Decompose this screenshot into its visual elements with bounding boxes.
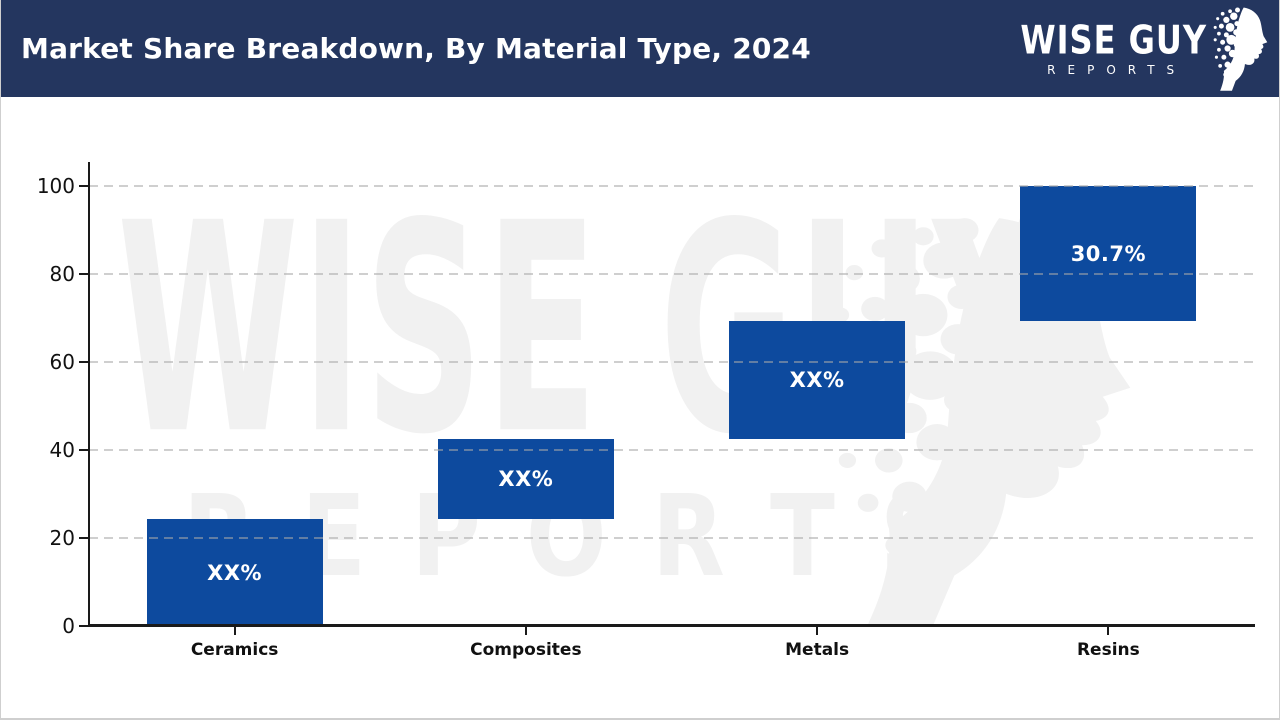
x-axis-tick-3 xyxy=(1107,627,1110,635)
gridline-40 xyxy=(89,449,1254,451)
bar-value-label: XX% xyxy=(207,560,263,585)
brand-subtitle: REPORTS xyxy=(1047,62,1187,77)
header: Market Share Breakdown, By Material Type… xyxy=(1,0,1279,97)
x-category-label: Resins xyxy=(1076,640,1140,660)
bar-ceramics: XX% xyxy=(146,519,323,626)
y-tick-label-100: 100 xyxy=(36,174,75,198)
gridline-80 xyxy=(89,273,1254,275)
x-axis-tick-0 xyxy=(233,627,236,635)
bar-value-label: XX% xyxy=(498,466,554,491)
y-axis-tick-0 xyxy=(79,625,89,627)
y-axis-tick-100 xyxy=(79,185,89,187)
brand-logo-text: WISE GUY REPORTS xyxy=(1020,16,1207,77)
y-axis-tick-40 xyxy=(79,449,89,451)
y-tick-label-40: 40 xyxy=(49,438,75,462)
x-category-label: Ceramics xyxy=(190,640,279,660)
y-tick-label-0: 0 xyxy=(62,614,75,638)
y-tick-label-20: 20 xyxy=(49,526,75,550)
x-axis-tick-2 xyxy=(816,627,819,635)
bar-metals: XX% xyxy=(729,321,906,439)
bar-value-label: 30.7% xyxy=(1070,241,1147,266)
bar-composites: XX% xyxy=(437,438,614,520)
gridline-60 xyxy=(89,361,1254,363)
y-axis-tick-60 xyxy=(79,361,89,363)
gridline-100 xyxy=(89,185,1254,187)
brand-face-icon xyxy=(1213,7,1268,91)
page-title: Market Share Breakdown, By Material Type… xyxy=(21,32,811,65)
gridline-20 xyxy=(89,537,1254,539)
brand-logo: WISE GUY REPORTS xyxy=(1020,5,1271,92)
x-category-label: Metals xyxy=(785,640,850,660)
brand-name: WISE GUY xyxy=(1020,16,1207,63)
y-axis-tick-20 xyxy=(79,537,89,539)
x-axis-spine xyxy=(88,624,1255,627)
y-axis-spine xyxy=(88,162,90,627)
bar-resins: 30.7% xyxy=(1020,186,1197,322)
x-axis-tick-1 xyxy=(524,627,527,635)
y-tick-label-80: 80 xyxy=(49,262,75,286)
x-category-label: Composites xyxy=(470,640,582,660)
y-axis-tick-80 xyxy=(79,273,89,275)
bar-value-label: XX% xyxy=(789,367,845,392)
y-tick-label-60: 60 xyxy=(49,350,75,374)
